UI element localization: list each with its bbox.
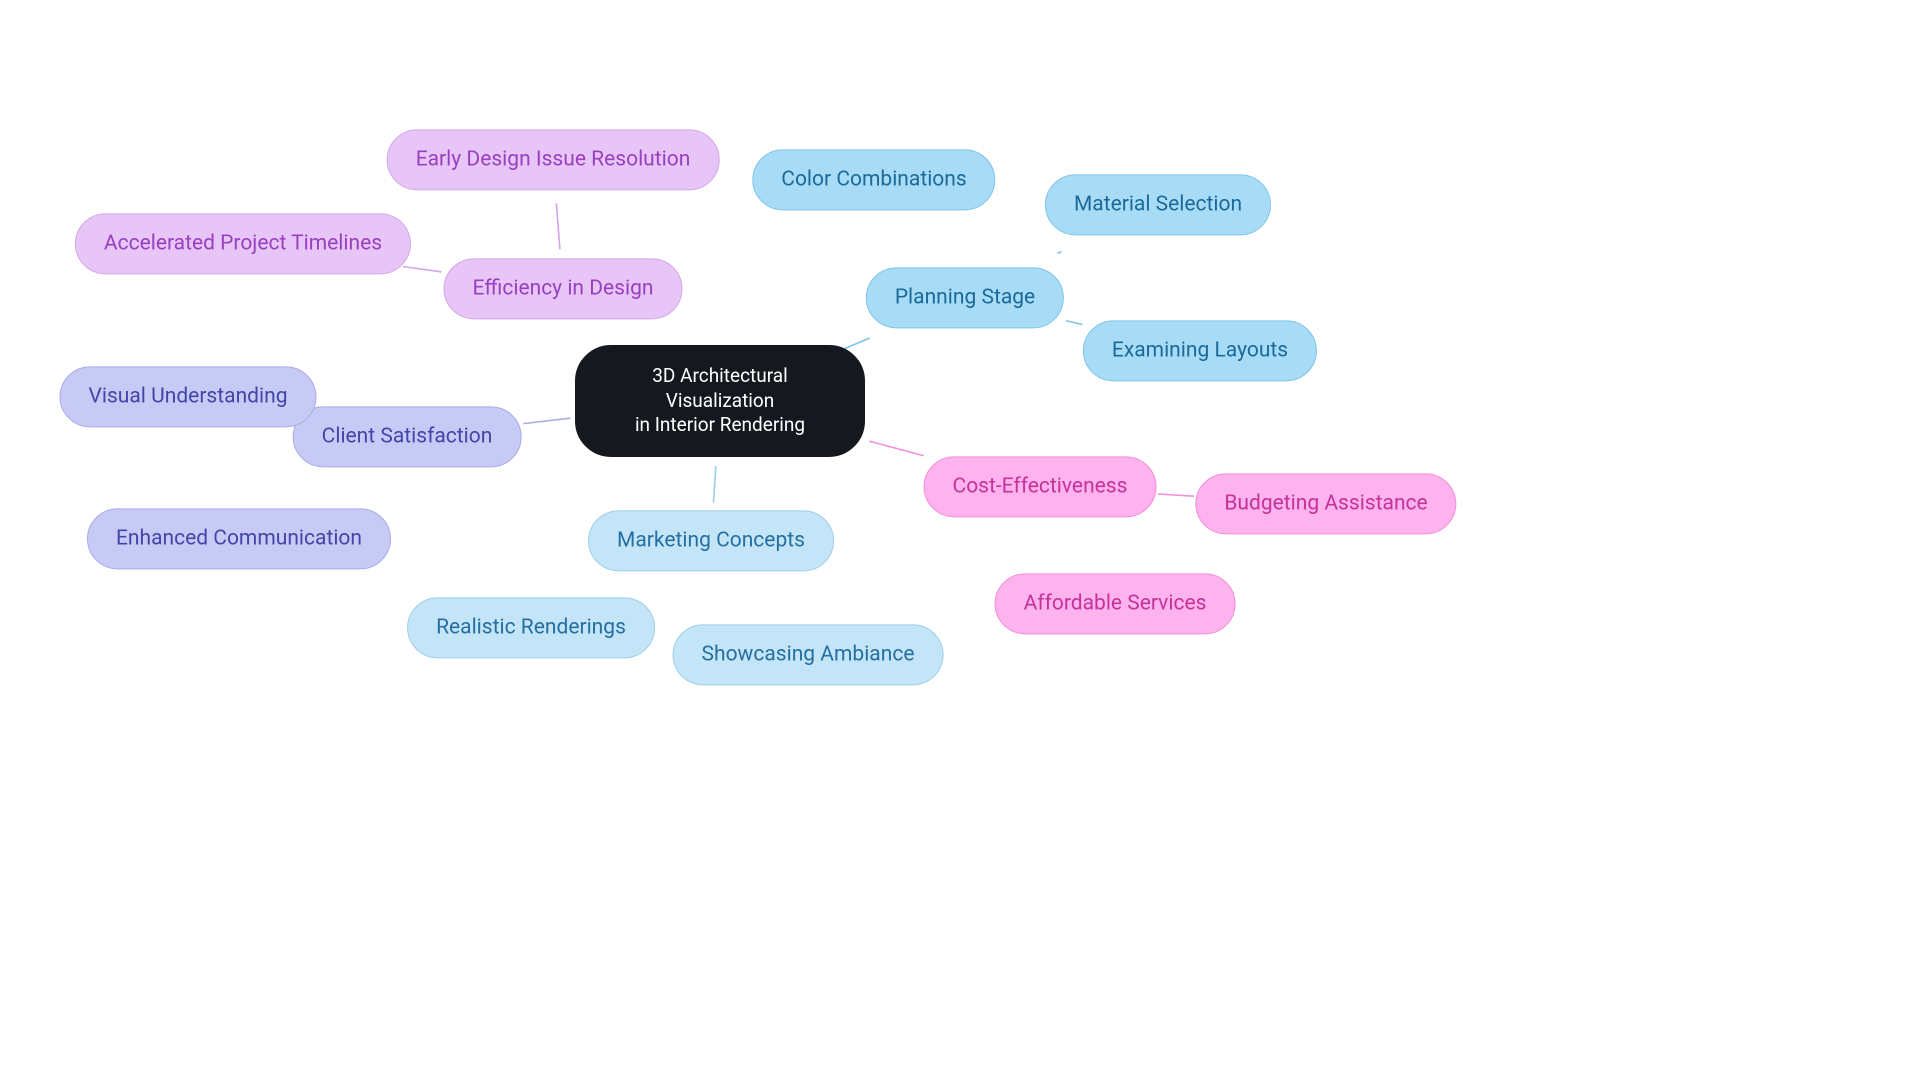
- node-plan: Planning Stage: [866, 267, 1064, 328]
- node-budget: Budgeting Assistance: [1195, 473, 1456, 534]
- node-eff: Efficiency in Design: [444, 258, 683, 319]
- node-market: Marketing Concepts: [588, 510, 834, 571]
- node-ambiance: Showcasing Ambiance: [673, 624, 944, 685]
- node-color: Color Combinations: [752, 149, 995, 210]
- edge-root-client: [523, 418, 570, 423]
- node-material: Material Selection: [1045, 174, 1271, 235]
- node-client: Client Satisfaction: [293, 406, 522, 467]
- edge-plan-layouts: [1066, 321, 1083, 325]
- edge-root-market: [713, 466, 715, 503]
- node-afford: Affordable Services: [995, 573, 1236, 634]
- node-cost: Cost-Effectiveness: [924, 456, 1157, 517]
- edge-plan-material: [1057, 252, 1061, 254]
- node-layouts: Examining Layouts: [1083, 320, 1317, 381]
- edge-eff-early: [556, 203, 560, 249]
- node-comm: Enhanced Communication: [87, 508, 391, 569]
- edge-root-cost: [869, 441, 923, 456]
- node-early: Early Design Issue Resolution: [387, 129, 720, 190]
- edge-eff-accel: [403, 267, 442, 272]
- edge-root-plan: [843, 338, 870, 349]
- node-accel: Accelerated Project Timelines: [75, 213, 411, 274]
- node-realistic: Realistic Renderings: [407, 597, 655, 658]
- edge-cost-budget: [1158, 494, 1194, 496]
- node-visual: Visual Understanding: [59, 366, 316, 427]
- node-root: 3D Architectural Visualizationin Interio…: [575, 345, 865, 457]
